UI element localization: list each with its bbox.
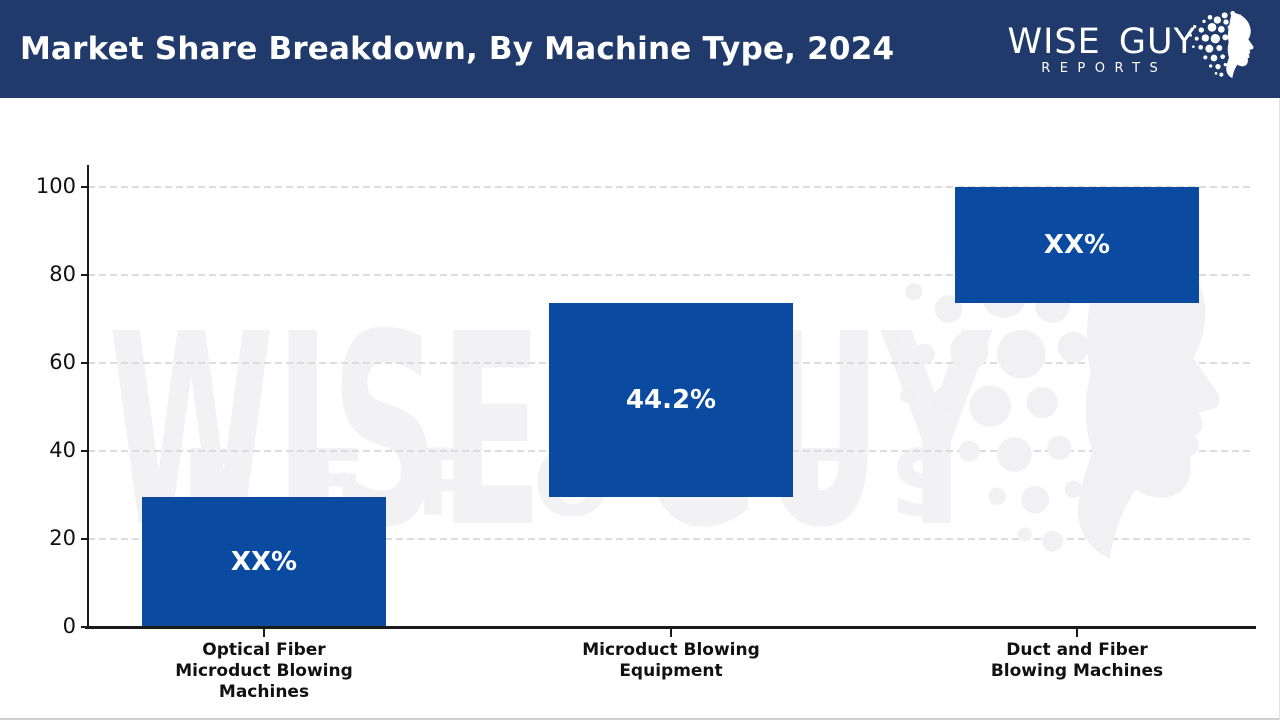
y-axis-tick-60 bbox=[81, 362, 88, 364]
bar-segment-1: XX% bbox=[142, 497, 386, 627]
header-bar: Market Share Breakdown, By Machine Type,… bbox=[0, 0, 1280, 98]
gridline-y-20 bbox=[88, 538, 1253, 540]
gridline-y-100 bbox=[88, 186, 1253, 188]
y-axis-spine bbox=[87, 165, 89, 629]
page-title: Market Share Breakdown, By Machine Type,… bbox=[20, 31, 895, 67]
x-axis-tick-2 bbox=[670, 629, 672, 637]
y-axis-label-100: 100 bbox=[35, 174, 76, 198]
figure-bottom-border bbox=[0, 718, 1280, 720]
wise-guy-reports-logo: WISE GUY REPORTS bbox=[1007, 10, 1264, 90]
y-axis-tick-0 bbox=[81, 626, 88, 628]
x-axis-spine bbox=[85, 626, 1256, 629]
bar-segment-3: XX% bbox=[955, 187, 1199, 303]
y-axis-tick-80 bbox=[81, 274, 88, 276]
y-axis-label-40: 40 bbox=[49, 438, 76, 462]
y-axis-tick-20 bbox=[81, 538, 88, 540]
gridline-y-80 bbox=[88, 274, 1253, 276]
category-label-2: Microduct Blowing Equipment bbox=[582, 640, 760, 681]
x-axis-tick-3 bbox=[1076, 629, 1078, 637]
y-axis-label-20: 20 bbox=[49, 526, 76, 550]
bar-segment-2: 44.2% bbox=[549, 302, 793, 498]
bar-value-label-1: XX% bbox=[230, 547, 298, 578]
bar-value-label-3: XX% bbox=[1043, 229, 1111, 260]
y-axis-label-0: 0 bbox=[62, 614, 76, 638]
logo-reports-text: REPORTS bbox=[1041, 61, 1168, 77]
bar-value-label-2: 44.2% bbox=[625, 384, 717, 415]
y-axis-tick-100 bbox=[81, 186, 88, 188]
category-label-3: Duct and Fiber Blowing Machines bbox=[990, 640, 1164, 681]
y-axis-tick-40 bbox=[81, 450, 88, 452]
logo-text: WISE GUY REPORTS bbox=[1007, 21, 1196, 77]
logo-name-text: WISE GUY bbox=[1007, 21, 1196, 62]
category-label-1: Optical Fiber Microduct Blowing Machines bbox=[175, 640, 353, 702]
y-axis-label-80: 80 bbox=[49, 262, 76, 286]
y-axis-label-60: 60 bbox=[49, 350, 76, 374]
x-axis-tick-1 bbox=[263, 629, 265, 637]
